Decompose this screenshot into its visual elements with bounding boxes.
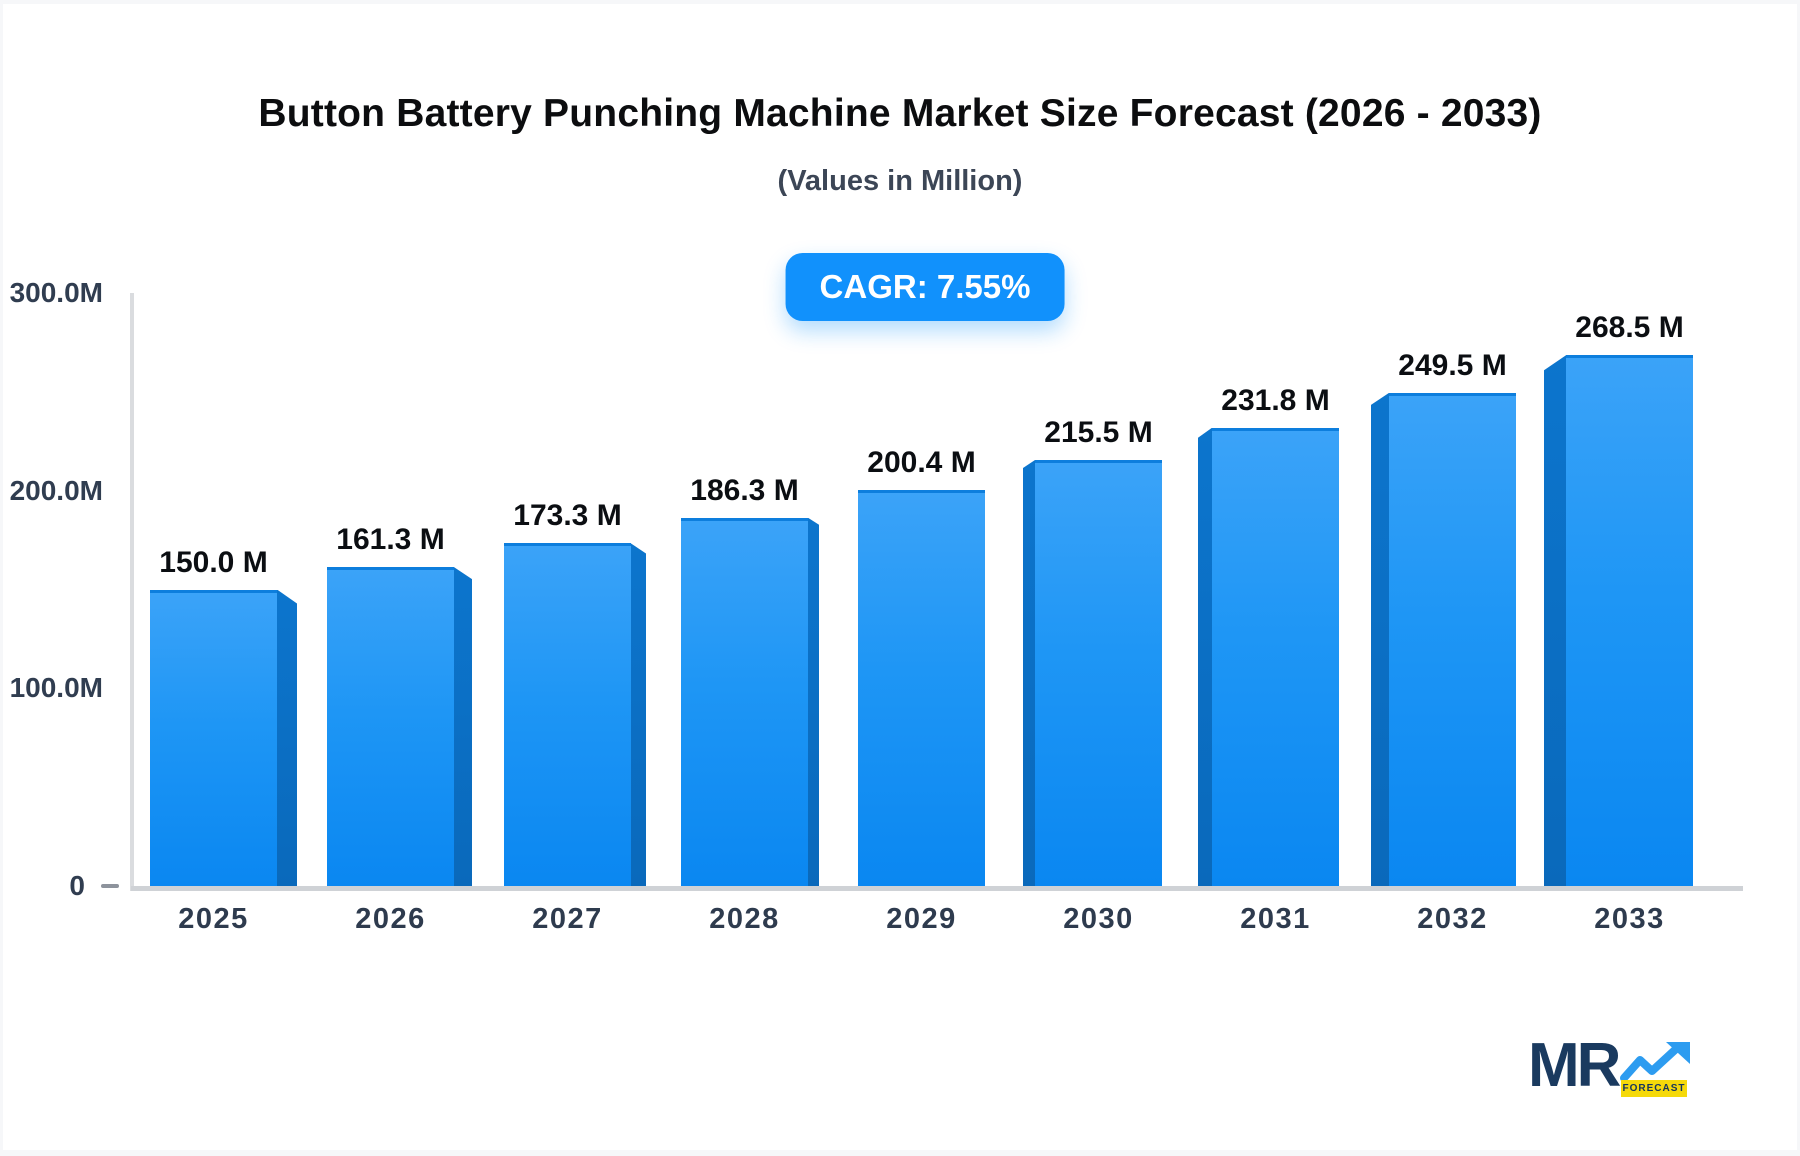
x-axis-label-2031: 2031	[1240, 903, 1311, 935]
x-axis-label-2028: 2028	[709, 903, 780, 935]
x-axis-label-2030: 2030	[1063, 903, 1134, 935]
bar-value-label-2030: 215.5 M	[1044, 416, 1153, 450]
bar-value-label-2032: 249.5 M	[1398, 348, 1507, 382]
y-axis-label-100: 100.0M	[9, 672, 103, 704]
zero-tick-mark	[101, 884, 119, 888]
bar-face-2033	[1566, 355, 1693, 886]
bar-side-face-2026	[454, 567, 472, 886]
x-axis-label-2027: 2027	[532, 903, 603, 935]
x-axis-label-2032: 2032	[1417, 903, 1488, 935]
logo-text: MR	[1528, 1031, 1621, 1100]
y-axis-line	[130, 293, 134, 891]
bar-side-face-2033	[1544, 355, 1566, 886]
chart-subtitle: (Values in Million)	[777, 165, 1023, 197]
bar-value-label-2027: 173.3 M	[513, 499, 622, 533]
chart-title: Button Battery Punching Machine Market S…	[258, 92, 1542, 135]
bar-face-2031	[1212, 427, 1339, 886]
cagr-badge: CAGR: 7.55%	[785, 253, 1065, 321]
bar-face-2032	[1389, 392, 1516, 886]
bar-value-label-2028: 186.3 M	[690, 473, 799, 507]
bar-side-face-2027	[631, 543, 646, 886]
bar-side-face-2031	[1198, 427, 1212, 886]
trend-arrow-icon	[1620, 1042, 1690, 1082]
x-axis-label-2029: 2029	[886, 903, 957, 935]
bar-face-2029	[858, 489, 985, 886]
bar-side-face-2032	[1371, 392, 1389, 886]
bar-face-2027	[504, 543, 631, 886]
x-axis-label-2025: 2025	[178, 903, 249, 935]
cagr-badge-label: CAGR: 7.55%	[819, 268, 1031, 305]
x-axis-label-2026: 2026	[355, 903, 426, 935]
bar-face-2028	[681, 517, 808, 886]
y-axis-label-0: 0	[69, 870, 85, 901]
bar-value-label-2026: 161.3 M	[336, 523, 445, 557]
y-axis-label-300: 300.0M	[9, 277, 103, 308]
bar-face-2030	[1035, 460, 1162, 886]
bar-value-label-2033: 268.5 M	[1575, 311, 1684, 345]
bar-side-face-2025	[277, 589, 297, 886]
mrforecast-logo: MR FORECAST	[1528, 1031, 1708, 1108]
bar-face-2026	[327, 567, 454, 886]
bar-face-2025	[150, 589, 277, 886]
bar-side-face-2028	[808, 517, 819, 886]
bar-value-label-2025: 150.0 M	[159, 545, 268, 579]
x-axis-label-2033: 2033	[1594, 903, 1665, 935]
y-axis-label-200: 200.0M	[9, 474, 103, 506]
x-axis-baseline	[131, 886, 1743, 891]
logo-subtext: FORECAST	[1621, 1080, 1687, 1097]
bar-value-label-2031: 231.8 M	[1221, 383, 1330, 417]
bar-value-label-2029: 200.4 M	[867, 445, 976, 479]
bar-side-face-2030	[1023, 460, 1035, 886]
